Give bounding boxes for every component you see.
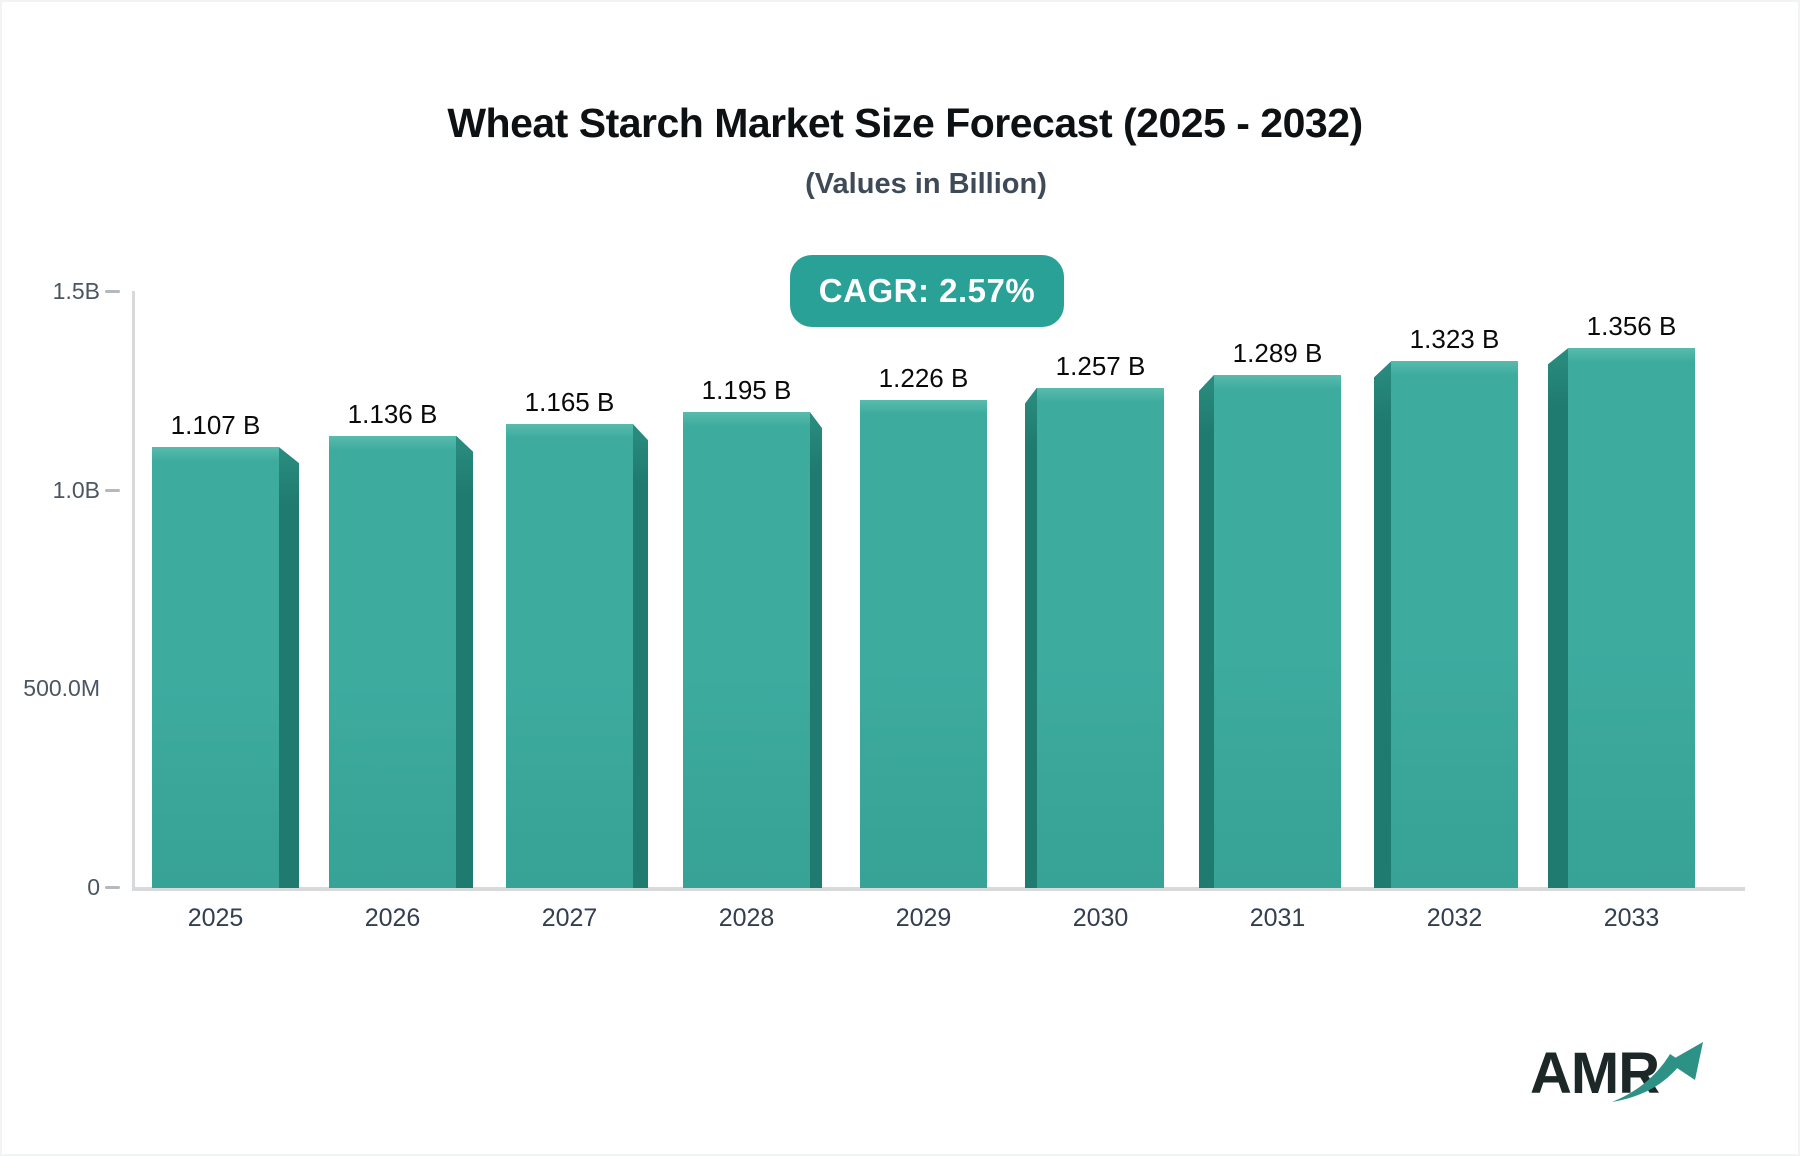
y-axis-tick-label-1.0B: 1.0B — [52, 476, 100, 503]
y-axis-tick-label-1.5B: 1.5B — [52, 278, 100, 304]
y-axis-tick-label-0: 0 — [87, 874, 100, 900]
bar-side-face-2031 — [1199, 374, 1214, 888]
cagr-badge: CAGR: 2.57% — [790, 255, 1064, 327]
bar-side-face-2025 — [279, 447, 299, 888]
amr-logo-text: AMR — [1530, 1041, 1660, 1106]
amr-logo: AMR — [1530, 1034, 1730, 1118]
chart-title: Wheat Starch Market Size Forecast (2025 … — [447, 100, 1363, 146]
bar-2027 — [506, 424, 633, 888]
trend-up-arrow-icon — [1612, 1042, 1703, 1102]
y-axis-tick-mark — [105, 886, 120, 889]
bar-value-label-2026: 1.136 B — [347, 398, 438, 429]
bar-value-label-2028: 1.195 B — [701, 375, 792, 406]
bar-2026 — [329, 435, 456, 888]
x-axis-label-2033: 2033 — [1603, 904, 1660, 932]
y-axis-tick-mark — [105, 290, 120, 293]
x-axis-label-2026: 2026 — [364, 904, 421, 932]
y-axis-line — [132, 291, 135, 889]
bar-2032 — [1391, 361, 1518, 888]
bar-value-label-2029: 1.226 B — [878, 362, 969, 393]
x-axis-label-2028: 2028 — [718, 904, 775, 932]
bar-2025 — [152, 447, 279, 888]
bar-2030 — [1037, 387, 1164, 888]
x-axis-line — [132, 887, 1745, 891]
x-axis-label-2029: 2029 — [895, 904, 952, 932]
x-axis-label-2031: 2031 — [1249, 904, 1306, 932]
bar-side-face-2028 — [810, 412, 822, 888]
x-axis-label-2032: 2032 — [1426, 904, 1483, 932]
bar-value-label-2033: 1.356 B — [1586, 311, 1677, 342]
bar-2033 — [1568, 348, 1695, 888]
y-axis-tick-mark — [105, 488, 120, 492]
bar-side-face-2030 — [1025, 387, 1037, 888]
x-axis-label-2027: 2027 — [541, 904, 598, 932]
bar-2028 — [683, 412, 810, 888]
bar-value-label-2031: 1.289 B — [1232, 337, 1323, 368]
bar-side-face-2033 — [1548, 348, 1568, 888]
bar-side-face-2026 — [456, 435, 473, 888]
bar-2031 — [1214, 374, 1341, 888]
bar-side-face-2032 — [1374, 361, 1391, 888]
x-axis-label-2030: 2030 — [1072, 904, 1129, 932]
bar-value-label-2025: 1.107 B — [170, 410, 261, 441]
bar-value-label-2030: 1.257 B — [1055, 350, 1146, 381]
chart-subtitle: (Values in Billion) — [805, 168, 1047, 200]
bar-value-label-2032: 1.323 B — [1409, 324, 1500, 355]
bar-side-face-2027 — [633, 424, 648, 888]
y-axis-tick-label-500.0M: 500.0M — [23, 675, 100, 702]
bar-2029 — [860, 399, 987, 888]
x-axis-label-2025: 2025 — [187, 904, 244, 932]
cagr-badge-label: CAGR: 2.57% — [818, 272, 1036, 309]
bar-value-label-2027: 1.165 B — [524, 387, 615, 418]
